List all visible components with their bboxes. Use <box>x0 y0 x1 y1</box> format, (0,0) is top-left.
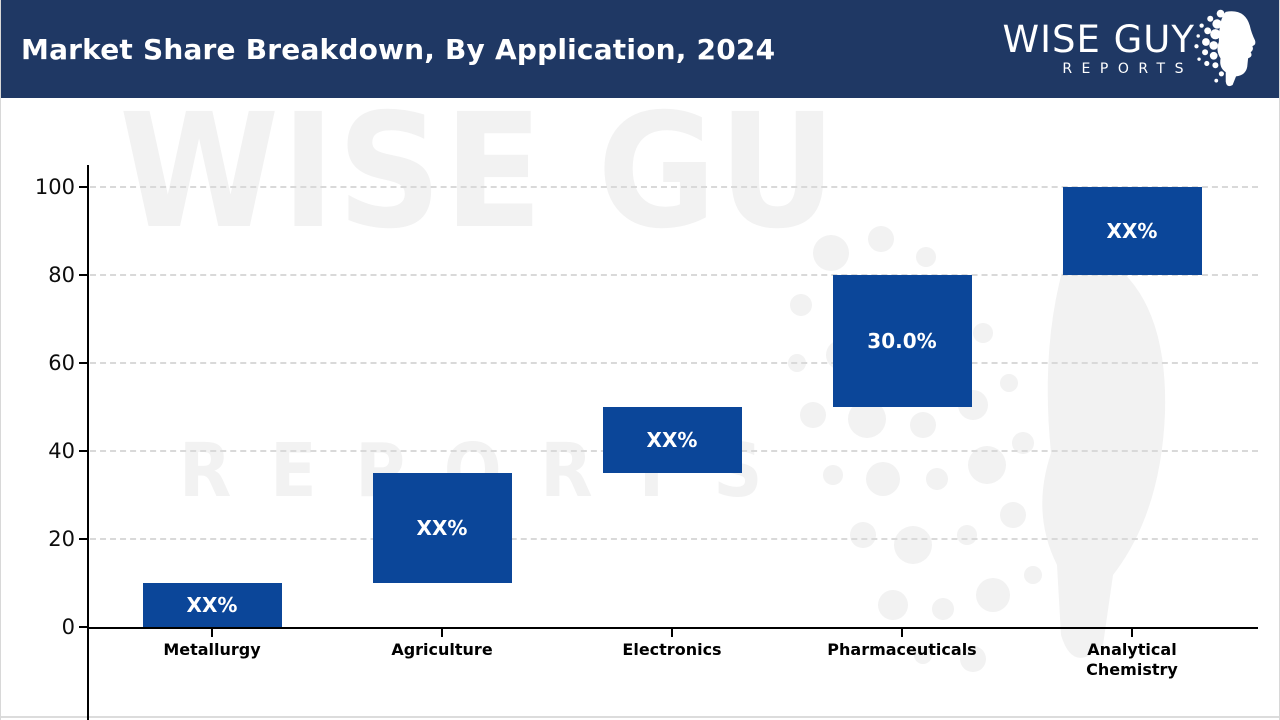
y-axis-tick <box>79 186 87 188</box>
bar-value-label: 30.0% <box>867 329 937 353</box>
x-axis-tick <box>1131 629 1133 637</box>
y-axis-tick <box>79 362 87 364</box>
y-axis-tick-label: 60 <box>48 351 75 375</box>
y-axis-tick-label: 100 <box>34 175 75 199</box>
y-axis-tick-label: 40 <box>48 439 75 463</box>
watermark-wordmark: WISE GU <box>119 80 839 264</box>
logo-subtitle: REPORTS <box>1062 61 1193 77</box>
header-banner: Market Share Breakdown, By Application, … <box>1 0 1279 98</box>
x-axis-tick <box>441 629 443 637</box>
y-axis-tick-label: 80 <box>48 263 75 287</box>
bar-value-label: XX% <box>186 593 238 617</box>
x-axis-category-label: Metallurgy <box>163 640 261 659</box>
x-axis-category-label: Electronics <box>622 640 722 659</box>
bar-pharmaceuticals: 30.0% <box>832 275 972 407</box>
x-axis-category-label: Agriculture <box>391 640 493 659</box>
x-axis-tick <box>901 629 903 637</box>
gridline <box>90 186 1258 188</box>
y-axis-tick <box>79 450 87 452</box>
page-title: Market Share Breakdown, By Application, … <box>21 32 776 66</box>
bar-value-label: XX% <box>416 516 468 540</box>
gridline <box>90 538 1258 540</box>
wiseguy-logo: WISE GUY REPORTS <box>1003 7 1279 91</box>
logo-wordmark: WISE GUY <box>1002 18 1195 61</box>
bar-value-label: XX% <box>646 428 698 452</box>
x-axis-tick <box>211 629 213 637</box>
y-axis-tick <box>79 538 87 540</box>
bottom-divider <box>1 716 1279 718</box>
y-axis-spine <box>87 165 89 720</box>
gridline <box>90 362 1258 364</box>
x-axis-tick <box>671 629 673 637</box>
x-axis-category-label: Pharmaceuticals <box>827 640 977 659</box>
y-axis-tick <box>79 626 87 628</box>
logo-wordmark-block: WISE GUY REPORTS <box>1003 21 1195 77</box>
bar-analytical-chemistry: XX% <box>1062 187 1202 275</box>
logo-head-icon <box>1194 9 1256 87</box>
x-axis-spine <box>87 627 1258 629</box>
bar-chart: WISE GU REPORTS 0 20 40 60 80 100 XX% Metallurg… <box>1 80 1279 720</box>
bar-metallurgy: XX% <box>142 583 282 627</box>
bar-value-label: XX% <box>1106 219 1158 243</box>
y-axis-tick-label: 0 <box>61 615 75 639</box>
y-axis-tick <box>79 274 87 276</box>
y-axis-tick-label: 20 <box>48 527 75 551</box>
x-axis-category-label: Analytical Chemistry <box>1086 640 1178 679</box>
bar-electronics: XX% <box>602 407 742 473</box>
bar-agriculture: XX% <box>372 473 512 583</box>
gridline <box>90 274 1258 276</box>
